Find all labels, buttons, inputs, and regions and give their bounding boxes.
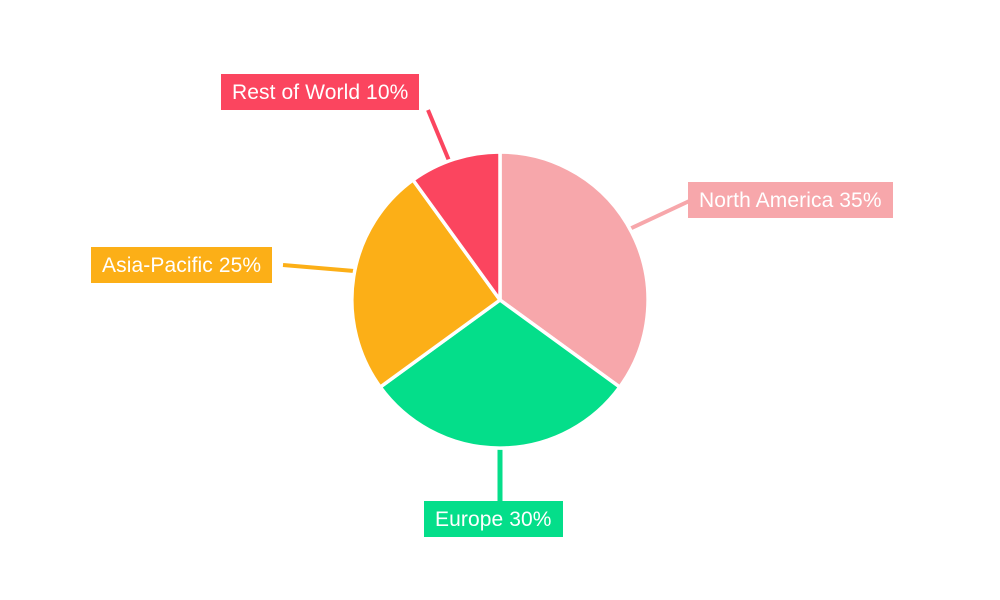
pie-slice-asia-pacific[interactable] — [350, 178, 502, 389]
pie-label-rest-of-world-text: Rest of World 10% — [232, 80, 409, 104]
pie-label-asia-pacific[interactable]: Asia-Pacific 25% — [91, 247, 273, 283]
pie-label-north-america[interactable]: North America 35% — [688, 182, 893, 218]
pie-label-north-america-text: North America 35% — [699, 188, 882, 212]
leader-line-north-america — [620, 194, 701, 235]
leader-lines — [282, 109, 701, 512]
pie-slice-europe[interactable] — [378, 298, 622, 450]
pie-label-europe[interactable]: Europe 30% — [424, 501, 563, 537]
pie-label-rest-of-world[interactable]: Rest of World 10% — [221, 74, 420, 110]
leader-line-rest-of-world — [426, 109, 452, 164]
pie-label-asia-pacific-text: Asia-Pacific 25% — [102, 253, 262, 277]
pie-slices — [350, 150, 650, 450]
pie-slice-rest-of-world[interactable] — [411, 150, 502, 302]
pie-label-europe-text: Europe 30% — [435, 507, 552, 531]
pie-slice-north-america[interactable] — [498, 150, 650, 389]
leader-line-asia-pacific — [282, 263, 367, 274]
